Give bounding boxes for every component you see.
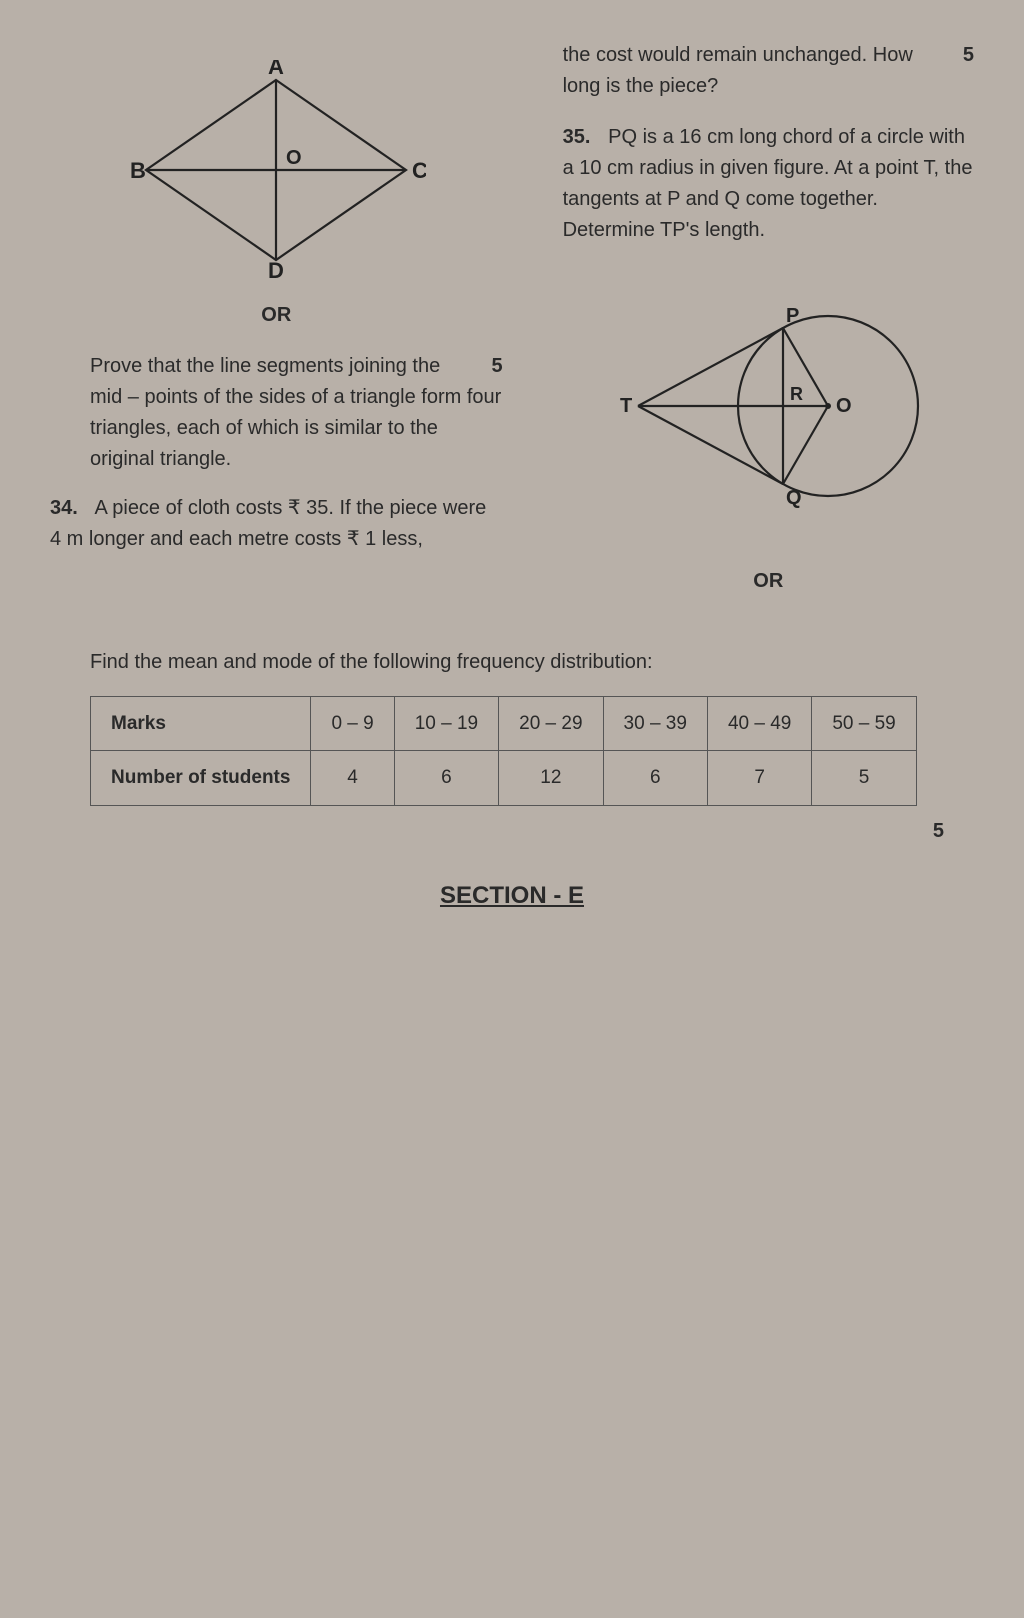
vertex-b-label: B <box>130 158 146 183</box>
frequency-table: Marks 0 – 9 10 – 19 20 – 29 30 – 39 40 –… <box>90 696 917 806</box>
count-2: 12 <box>499 751 603 805</box>
col-3: 30 – 39 <box>603 697 707 751</box>
or-label-2: OR <box>563 566 974 597</box>
q34-row: 34. A piece of cloth costs ₹ 35. If the … <box>50 493 503 555</box>
circle-tangent-figure: P Q R O T <box>563 266 974 546</box>
section-e-heading: SECTION - E <box>50 877 974 914</box>
point-q-label: Q <box>786 487 802 509</box>
col-4: 40 – 49 <box>707 697 811 751</box>
marks-row-label: Marks <box>91 697 311 751</box>
count-4: 7 <box>707 751 811 805</box>
or-label-1: OR <box>50 300 503 331</box>
count-3: 6 <box>603 751 707 805</box>
top-right-text: 5 the cost would remain unchanged. How l… <box>563 40 974 102</box>
prove-text: 5 Prove that the line segments joining t… <box>50 351 503 475</box>
table-row: Number of students 4 6 12 6 7 5 <box>91 751 917 805</box>
prove-marks: 5 <box>475 351 502 382</box>
prove-body: Prove that the line segments joining the… <box>90 355 501 470</box>
center-o-label: O <box>286 147 302 169</box>
col-2: 20 – 29 <box>499 697 603 751</box>
q35-row: 35. PQ is a 16 cm long chord of a circle… <box>563 122 974 246</box>
top-right-line1: the cost would remain unchanged. How <box>563 44 913 66</box>
top-right-line2: long is the piece? <box>563 75 719 97</box>
q35-body: PQ is a 16 cm long chord of a circle wit… <box>563 126 973 241</box>
rhombus-figure: A B C D O <box>50 60 503 280</box>
table-row: Marks 0 – 9 10 – 19 20 – 29 30 – 39 40 –… <box>91 697 917 751</box>
col-1: 10 – 19 <box>394 697 498 751</box>
count-5: 5 <box>812 751 916 805</box>
find-text: Find the mean and mode of the following … <box>50 647 974 678</box>
point-r-label: R <box>790 384 803 404</box>
vertex-a-label: A <box>268 60 284 79</box>
students-row-label: Number of students <box>91 751 311 805</box>
table-marks: 5 <box>50 816 974 847</box>
point-o-label: O <box>836 395 852 417</box>
vertex-c-label: C <box>412 158 426 183</box>
count-1: 6 <box>394 751 498 805</box>
count-0: 4 <box>311 751 394 805</box>
q34-body: A piece of cloth costs ₹ 35. If the piec… <box>50 497 486 550</box>
point-p-label: P <box>786 305 799 327</box>
col-0: 0 – 9 <box>311 697 394 751</box>
top-right-marks: 5 <box>947 40 974 71</box>
q35-number: 35. <box>563 122 603 153</box>
point-t-label: T <box>620 395 632 417</box>
col-5: 50 – 59 <box>812 697 916 751</box>
q34-number: 34. <box>50 493 90 524</box>
vertex-d-label: D <box>268 258 284 280</box>
